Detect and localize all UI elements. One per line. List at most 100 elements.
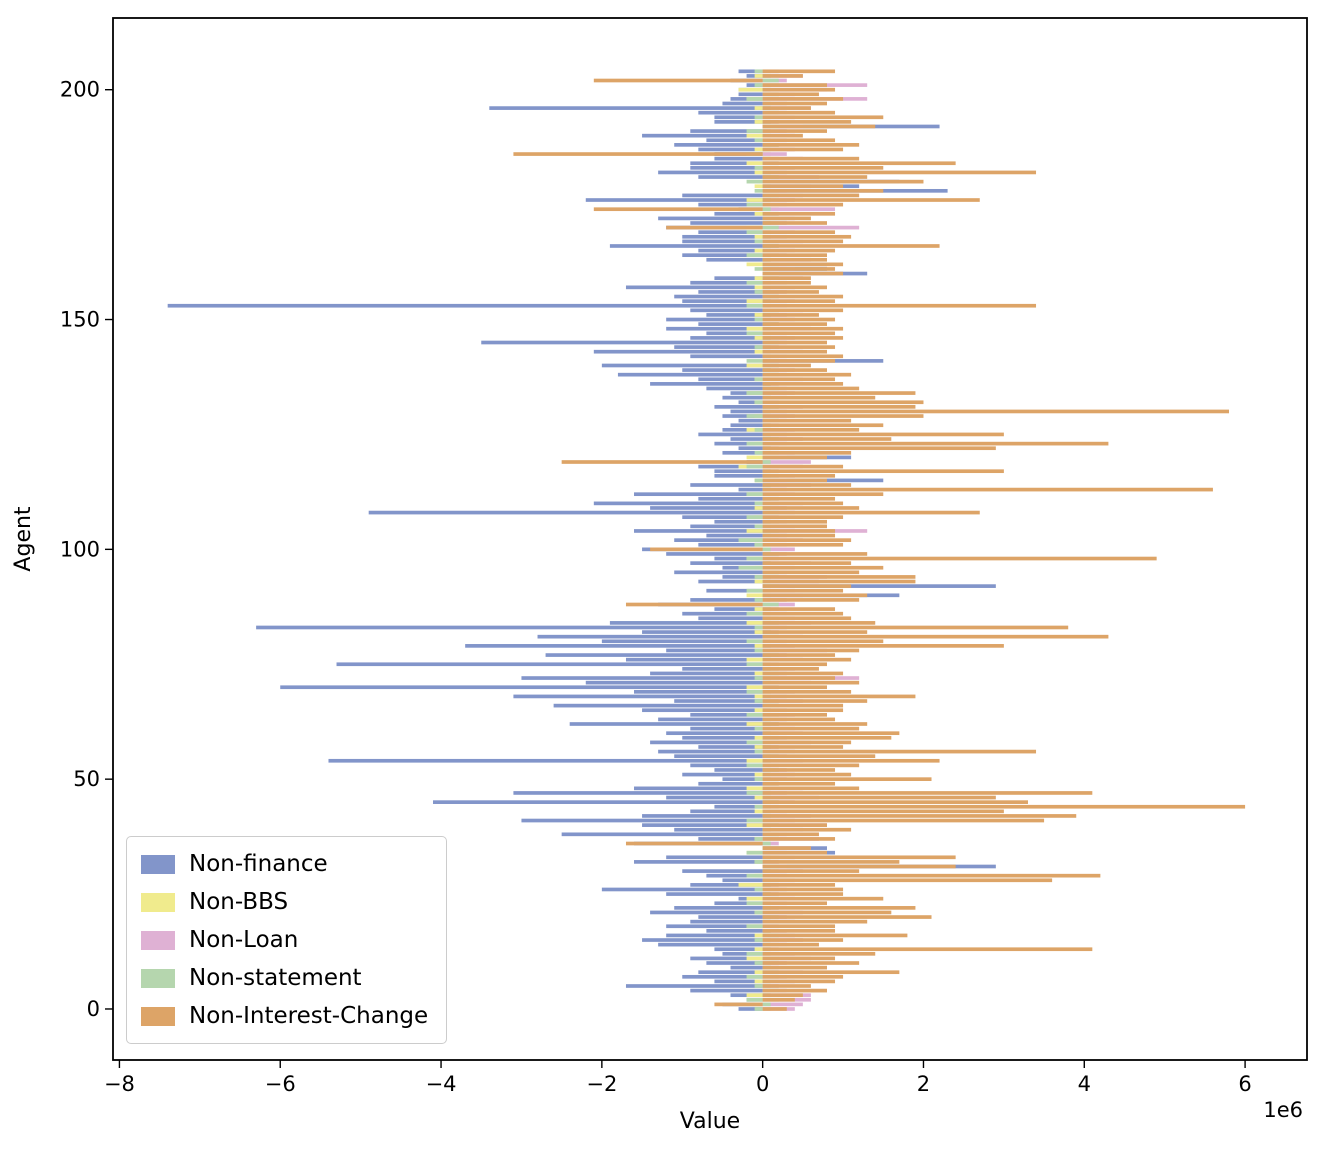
bar [746, 974, 763, 979]
y-tick-label: 100 [60, 537, 100, 561]
bar [754, 598, 763, 602]
bar [714, 607, 763, 611]
legend: Non-finance Non-BBS Non-Loan Non-statement N… [126, 836, 448, 1044]
bar [690, 726, 763, 731]
bar [666, 326, 763, 331]
bar [706, 313, 763, 317]
bar [754, 248, 763, 253]
bar [762, 299, 836, 303]
bar [642, 938, 763, 942]
bar [762, 349, 827, 354]
bar [706, 873, 763, 878]
legend-label: Non-Loan [189, 927, 299, 953]
bar [690, 221, 763, 225]
bar [666, 933, 763, 938]
bar [746, 556, 763, 561]
bar [762, 938, 844, 942]
bar [762, 239, 844, 244]
bar [682, 667, 763, 671]
bar [722, 427, 763, 432]
bar [762, 763, 860, 768]
bar [762, 671, 844, 676]
bar [738, 565, 763, 570]
bar [746, 993, 763, 998]
bar [714, 768, 763, 772]
bar [762, 483, 852, 487]
bar [762, 156, 860, 161]
bar [762, 593, 868, 598]
bar [754, 345, 763, 349]
bar [746, 97, 763, 101]
bar [682, 611, 763, 616]
bar [746, 611, 763, 616]
bar [666, 731, 763, 736]
bar [754, 933, 763, 938]
bar [762, 552, 868, 556]
bar [714, 473, 763, 478]
bar [690, 956, 763, 961]
bar [513, 791, 763, 795]
bar [762, 336, 844, 340]
bar [762, 804, 1246, 809]
y-tick-label: 50 [73, 767, 100, 791]
bar [762, 873, 1101, 878]
bar [642, 814, 763, 818]
bar [762, 225, 779, 230]
x-tick-label: −4 [426, 1072, 457, 1096]
bar [698, 464, 763, 469]
bar [754, 170, 763, 175]
bar [762, 524, 827, 529]
bar [762, 929, 836, 933]
bar [762, 382, 844, 386]
bar [754, 860, 763, 864]
bar [658, 170, 763, 175]
bar [762, 648, 860, 653]
bar [762, 712, 827, 717]
bar [762, 731, 900, 736]
bar [569, 722, 763, 726]
bar [762, 864, 956, 869]
bar [650, 382, 763, 386]
legend-swatch-icon [141, 930, 175, 950]
bar [762, 308, 844, 313]
bar [762, 542, 844, 547]
bar [762, 216, 811, 221]
bar [754, 575, 763, 579]
bar [698, 290, 763, 294]
bar [762, 106, 811, 110]
bar [722, 777, 763, 781]
bar [601, 639, 763, 644]
bar [762, 386, 860, 391]
bar [762, 515, 844, 520]
bar [762, 538, 852, 542]
bar [722, 395, 763, 400]
bar [762, 689, 852, 694]
bar [762, 901, 827, 906]
bar [714, 947, 763, 952]
bar [762, 437, 892, 441]
bar [746, 823, 763, 827]
bar [746, 758, 763, 763]
bar [690, 161, 763, 166]
bar [746, 791, 763, 795]
bar [762, 869, 860, 873]
bar [762, 575, 916, 579]
bar [666, 317, 763, 322]
bar [762, 326, 844, 331]
bar [762, 207, 836, 212]
bar [754, 708, 763, 713]
bar [650, 506, 763, 510]
bar [513, 152, 763, 156]
bar [698, 915, 763, 919]
bar [746, 253, 763, 258]
bar [674, 699, 763, 703]
y-tick-label: 0 [87, 997, 100, 1021]
bar [754, 777, 763, 781]
bar [746, 299, 763, 303]
bar [698, 542, 763, 547]
bar [762, 570, 860, 575]
bar [698, 230, 763, 235]
bar [722, 450, 763, 455]
bar [762, 1002, 803, 1007]
